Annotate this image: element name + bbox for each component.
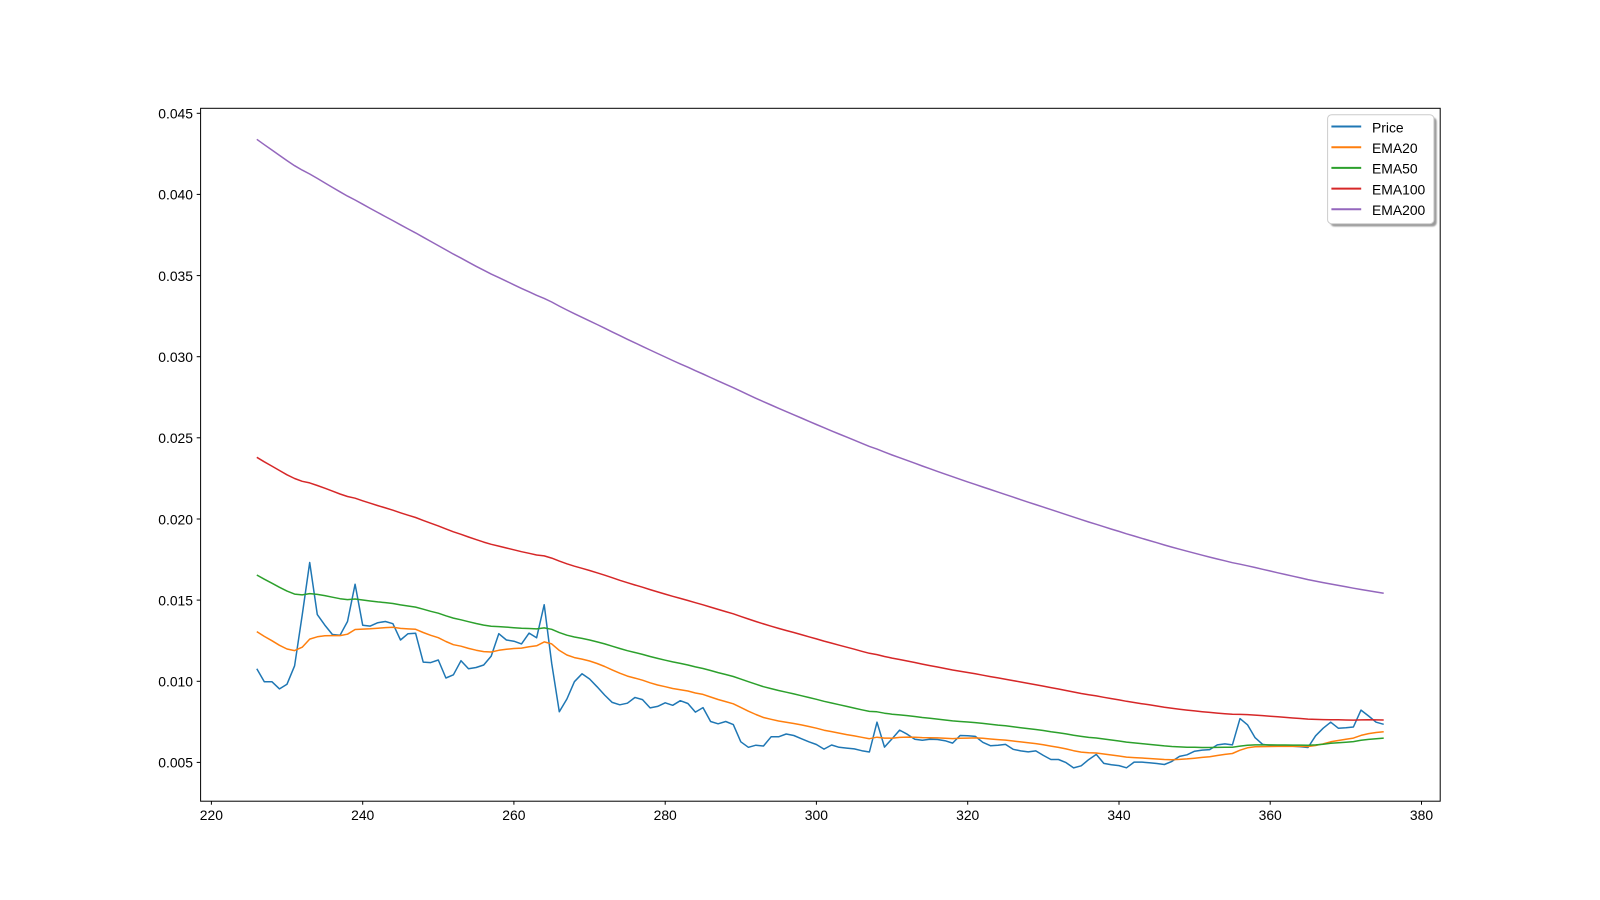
svg-text:EMA20: EMA20 [1372,140,1418,156]
svg-text:Price: Price [1372,119,1404,135]
svg-text:320: 320 [956,807,979,823]
svg-text:300: 300 [805,807,828,823]
svg-text:0.030: 0.030 [158,349,193,365]
svg-text:340: 340 [1107,807,1130,823]
svg-text:0.035: 0.035 [158,268,193,284]
svg-text:EMA50: EMA50 [1372,161,1418,177]
svg-text:0.025: 0.025 [158,430,193,446]
svg-text:EMA200: EMA200 [1372,202,1426,218]
svg-text:0.010: 0.010 [158,674,193,690]
svg-text:0.020: 0.020 [158,511,193,527]
svg-text:360: 360 [1259,807,1282,823]
svg-text:0.005: 0.005 [158,755,193,771]
svg-text:220: 220 [200,807,223,823]
svg-text:380: 380 [1410,807,1433,823]
svg-text:280: 280 [654,807,677,823]
svg-text:0.015: 0.015 [158,592,193,608]
svg-text:240: 240 [351,807,374,823]
svg-text:0.045: 0.045 [158,106,193,122]
svg-text:EMA100: EMA100 [1372,181,1426,197]
svg-text:260: 260 [502,807,525,823]
svg-text:0.040: 0.040 [158,187,193,203]
